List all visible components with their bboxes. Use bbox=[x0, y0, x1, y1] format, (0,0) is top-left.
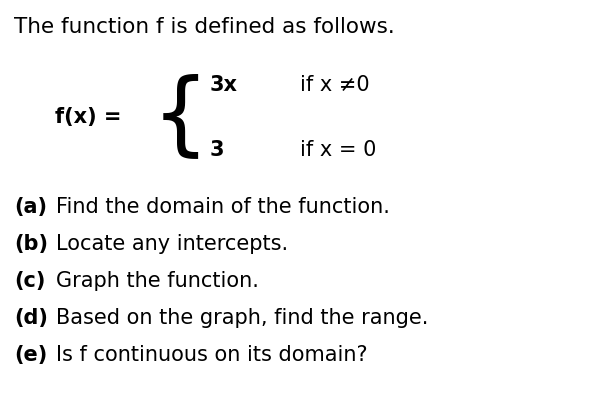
Text: (d): (d) bbox=[14, 308, 48, 328]
Text: 3: 3 bbox=[210, 140, 224, 160]
Text: Locate any intercepts.: Locate any intercepts. bbox=[56, 234, 288, 254]
Text: if x = 0: if x = 0 bbox=[300, 140, 376, 160]
Text: Is f continuous on its domain?: Is f continuous on its domain? bbox=[56, 345, 368, 365]
Text: 3x: 3x bbox=[210, 75, 238, 95]
Text: (e): (e) bbox=[14, 345, 47, 365]
Text: if x ≠0: if x ≠0 bbox=[300, 75, 370, 95]
Text: f(x) =: f(x) = bbox=[55, 107, 121, 127]
Text: (a): (a) bbox=[14, 197, 47, 217]
Text: Graph the function.: Graph the function. bbox=[56, 271, 259, 291]
Text: (c): (c) bbox=[14, 271, 46, 291]
Text: Find the domain of the function.: Find the domain of the function. bbox=[56, 197, 390, 217]
Text: Based on the graph, find the range.: Based on the graph, find the range. bbox=[56, 308, 428, 328]
Text: The function f is defined as follows.: The function f is defined as follows. bbox=[14, 17, 395, 37]
Text: {: { bbox=[152, 73, 209, 161]
Text: (b): (b) bbox=[14, 234, 48, 254]
